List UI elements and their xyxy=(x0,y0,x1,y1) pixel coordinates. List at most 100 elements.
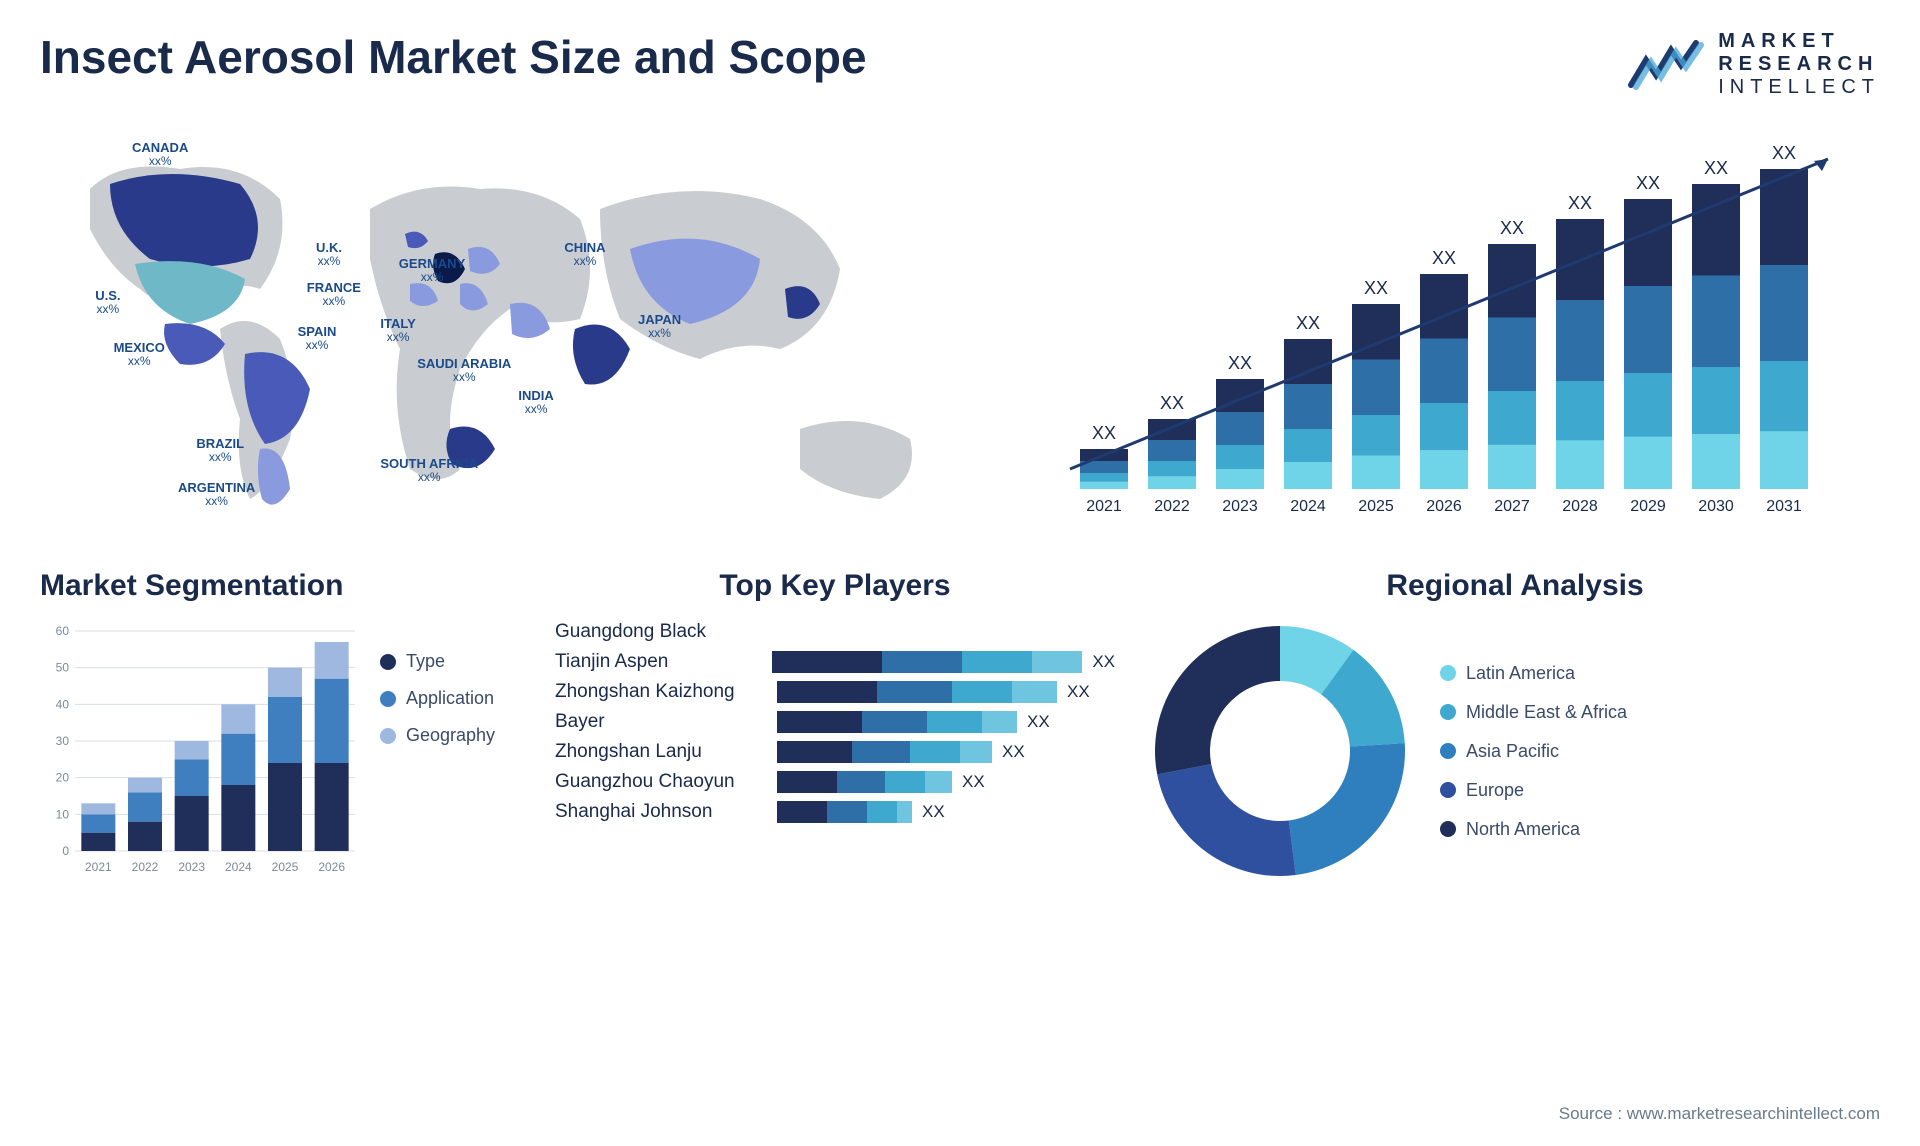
player-bar-seg xyxy=(952,681,1012,703)
legend-swatch xyxy=(1440,782,1456,798)
map-label-brazil: BRAZILxx% xyxy=(196,437,244,464)
player-bar-seg xyxy=(897,801,912,823)
player-bar-seg xyxy=(927,711,982,733)
player-value: XX xyxy=(1027,712,1050,732)
player-bar-seg xyxy=(867,801,897,823)
legend-label: Application xyxy=(406,688,494,709)
player-name: Zhongshan Lanju xyxy=(555,741,765,763)
svg-text:2030: 2030 xyxy=(1698,498,1734,515)
players-title: Top Key Players xyxy=(555,569,1115,603)
player-bar xyxy=(772,651,1082,673)
player-value: XX xyxy=(922,802,945,822)
map-label-u-k-: U.K.xx% xyxy=(316,241,342,268)
segmentation-panel: Market Segmentation 01020304050602021202… xyxy=(40,569,520,881)
legend-label: Asia Pacific xyxy=(1466,741,1559,762)
segmentation-title: Market Segmentation xyxy=(40,569,520,603)
player-bar-seg xyxy=(777,771,837,793)
seg-legend-application: Application xyxy=(380,688,495,709)
legend-swatch xyxy=(380,691,396,707)
player-value: XX xyxy=(962,772,985,792)
svg-text:50: 50 xyxy=(56,661,70,675)
legend-label: Type xyxy=(406,651,445,672)
svg-text:XX: XX xyxy=(1500,218,1524,238)
svg-text:2023: 2023 xyxy=(178,860,205,874)
player-bar-wrap: XX xyxy=(777,801,1115,823)
segmentation-chart-svg: 0102030405060202120222023202420252026 xyxy=(40,621,360,881)
player-row: Zhongshan Lanju XX xyxy=(555,741,1115,763)
map-label-argentina: ARGENTINAxx% xyxy=(178,481,255,508)
player-bar-seg xyxy=(877,681,952,703)
player-bar-seg xyxy=(777,801,827,823)
regional-legend-item: Europe xyxy=(1440,780,1627,801)
map-label-france: FRANCExx% xyxy=(307,281,361,308)
legend-swatch xyxy=(380,654,396,670)
svg-text:2024: 2024 xyxy=(1290,498,1326,515)
map-label-spain: SPAINxx% xyxy=(298,325,337,352)
player-bar xyxy=(777,771,952,793)
map-label-germany: GERMANYxx% xyxy=(399,257,465,284)
player-bar-seg xyxy=(962,651,1032,673)
player-row: Bayer XX xyxy=(555,711,1115,733)
svg-text:2023: 2023 xyxy=(1222,498,1258,515)
svg-text:2026: 2026 xyxy=(1426,498,1462,515)
map-label-u-s-: U.S.xx% xyxy=(95,289,120,316)
svg-text:20: 20 xyxy=(56,771,70,785)
player-name: Bayer xyxy=(555,711,765,733)
player-bar-wrap: XX xyxy=(777,741,1115,763)
regional-title: Regional Analysis xyxy=(1150,569,1880,603)
player-bar-seg xyxy=(1012,681,1057,703)
svg-text:2025: 2025 xyxy=(1358,498,1394,515)
map-label-italy: ITALYxx% xyxy=(380,317,415,344)
brand-line3: INTELLECT xyxy=(1718,76,1880,99)
world-map-svg xyxy=(40,129,960,529)
svg-text:2022: 2022 xyxy=(132,860,159,874)
player-bar-seg xyxy=(777,681,877,703)
svg-text:2024: 2024 xyxy=(225,860,252,874)
player-row: Shanghai JohnsonXX xyxy=(555,801,1115,823)
player-row: Guangzhou Chaoyun XX xyxy=(555,771,1115,793)
svg-text:XX: XX xyxy=(1092,423,1116,443)
player-bar-seg xyxy=(852,741,910,763)
regional-legend-item: Middle East & Africa xyxy=(1440,702,1627,723)
players-list: Guangdong BlackTianjin AspenXXZhongshan … xyxy=(555,621,1115,823)
player-bar-seg xyxy=(910,741,960,763)
legend-swatch xyxy=(1440,665,1456,681)
player-bar-wrap: XX xyxy=(777,711,1115,733)
regional-legend-item: Asia Pacific xyxy=(1440,741,1627,762)
player-value: XX xyxy=(1067,682,1090,702)
svg-text:XX: XX xyxy=(1296,313,1320,333)
legend-swatch xyxy=(380,728,396,744)
map-label-mexico: MEXICOxx% xyxy=(114,341,165,368)
regional-panel: Regional Analysis Latin AmericaMiddle Ea… xyxy=(1150,569,1880,881)
seg-legend-type: Type xyxy=(380,651,495,672)
svg-text:2028: 2028 xyxy=(1562,498,1598,515)
player-bar-seg xyxy=(925,771,952,793)
player-bar-seg xyxy=(777,711,862,733)
player-bar-seg xyxy=(982,711,1017,733)
player-row: Tianjin AspenXX xyxy=(555,651,1115,673)
svg-text:2022: 2022 xyxy=(1154,498,1190,515)
map-label-canada: CANADAxx% xyxy=(132,141,188,168)
player-bar-seg xyxy=(960,741,992,763)
segmentation-legend: TypeApplicationGeography xyxy=(380,621,495,881)
map-label-south-africa: SOUTH AFRICAxx% xyxy=(380,457,478,484)
svg-text:XX: XX xyxy=(1364,278,1388,298)
legend-label: Europe xyxy=(1466,780,1524,801)
player-value: XX xyxy=(1002,742,1025,762)
player-name: Guangzhou Chaoyun xyxy=(555,771,765,793)
svg-text:60: 60 xyxy=(56,624,70,638)
player-bar-seg xyxy=(837,771,885,793)
svg-text:XX: XX xyxy=(1636,173,1660,193)
svg-text:2026: 2026 xyxy=(318,860,345,874)
svg-text:10: 10 xyxy=(56,807,70,821)
player-bar-wrap xyxy=(777,621,1115,643)
player-bar xyxy=(777,711,1017,733)
legend-swatch xyxy=(1440,821,1456,837)
brand-logo-icon xyxy=(1626,35,1706,95)
brand-line2: RESEARCH xyxy=(1718,53,1880,76)
source-attribution: Source : www.marketresearchintellect.com xyxy=(1559,1104,1880,1124)
map-label-saudi-arabia: SAUDI ARABIAxx% xyxy=(417,357,511,384)
player-bar-seg xyxy=(1032,651,1082,673)
player-row: Zhongshan KaizhongXX xyxy=(555,681,1115,703)
svg-text:2025: 2025 xyxy=(272,860,299,874)
